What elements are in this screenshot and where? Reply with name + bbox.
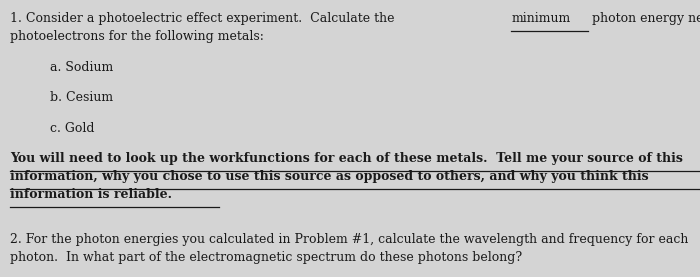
Text: c. Gold: c. Gold: [50, 122, 94, 135]
Text: information, why you chose to use this source as opposed to others, and why you : information, why you chose to use this s…: [10, 170, 649, 183]
Text: 2. For the photon energies you calculated in Problem #1, calculate the wavelengt: 2. For the photon energies you calculate…: [10, 234, 688, 247]
Text: photon energy needed to produce: photon energy needed to produce: [588, 12, 700, 25]
Text: information is reliable.: information is reliable.: [10, 188, 172, 201]
Text: You will need to look up the workfunctions for each of these metals.  Tell me yo: You will need to look up the workfunctio…: [10, 152, 683, 165]
Text: photon.  In what part of the electromagnetic spectrum do these photons belong?: photon. In what part of the electromagne…: [10, 252, 522, 265]
Text: minimum: minimum: [511, 12, 570, 25]
Text: a. Sodium: a. Sodium: [50, 61, 113, 74]
Text: b. Cesium: b. Cesium: [50, 91, 113, 104]
Text: 1. Consider a photoelectric effect experiment.  Calculate the: 1. Consider a photoelectric effect exper…: [10, 12, 398, 25]
Text: photoelectrons for the following metals:: photoelectrons for the following metals:: [10, 30, 264, 43]
